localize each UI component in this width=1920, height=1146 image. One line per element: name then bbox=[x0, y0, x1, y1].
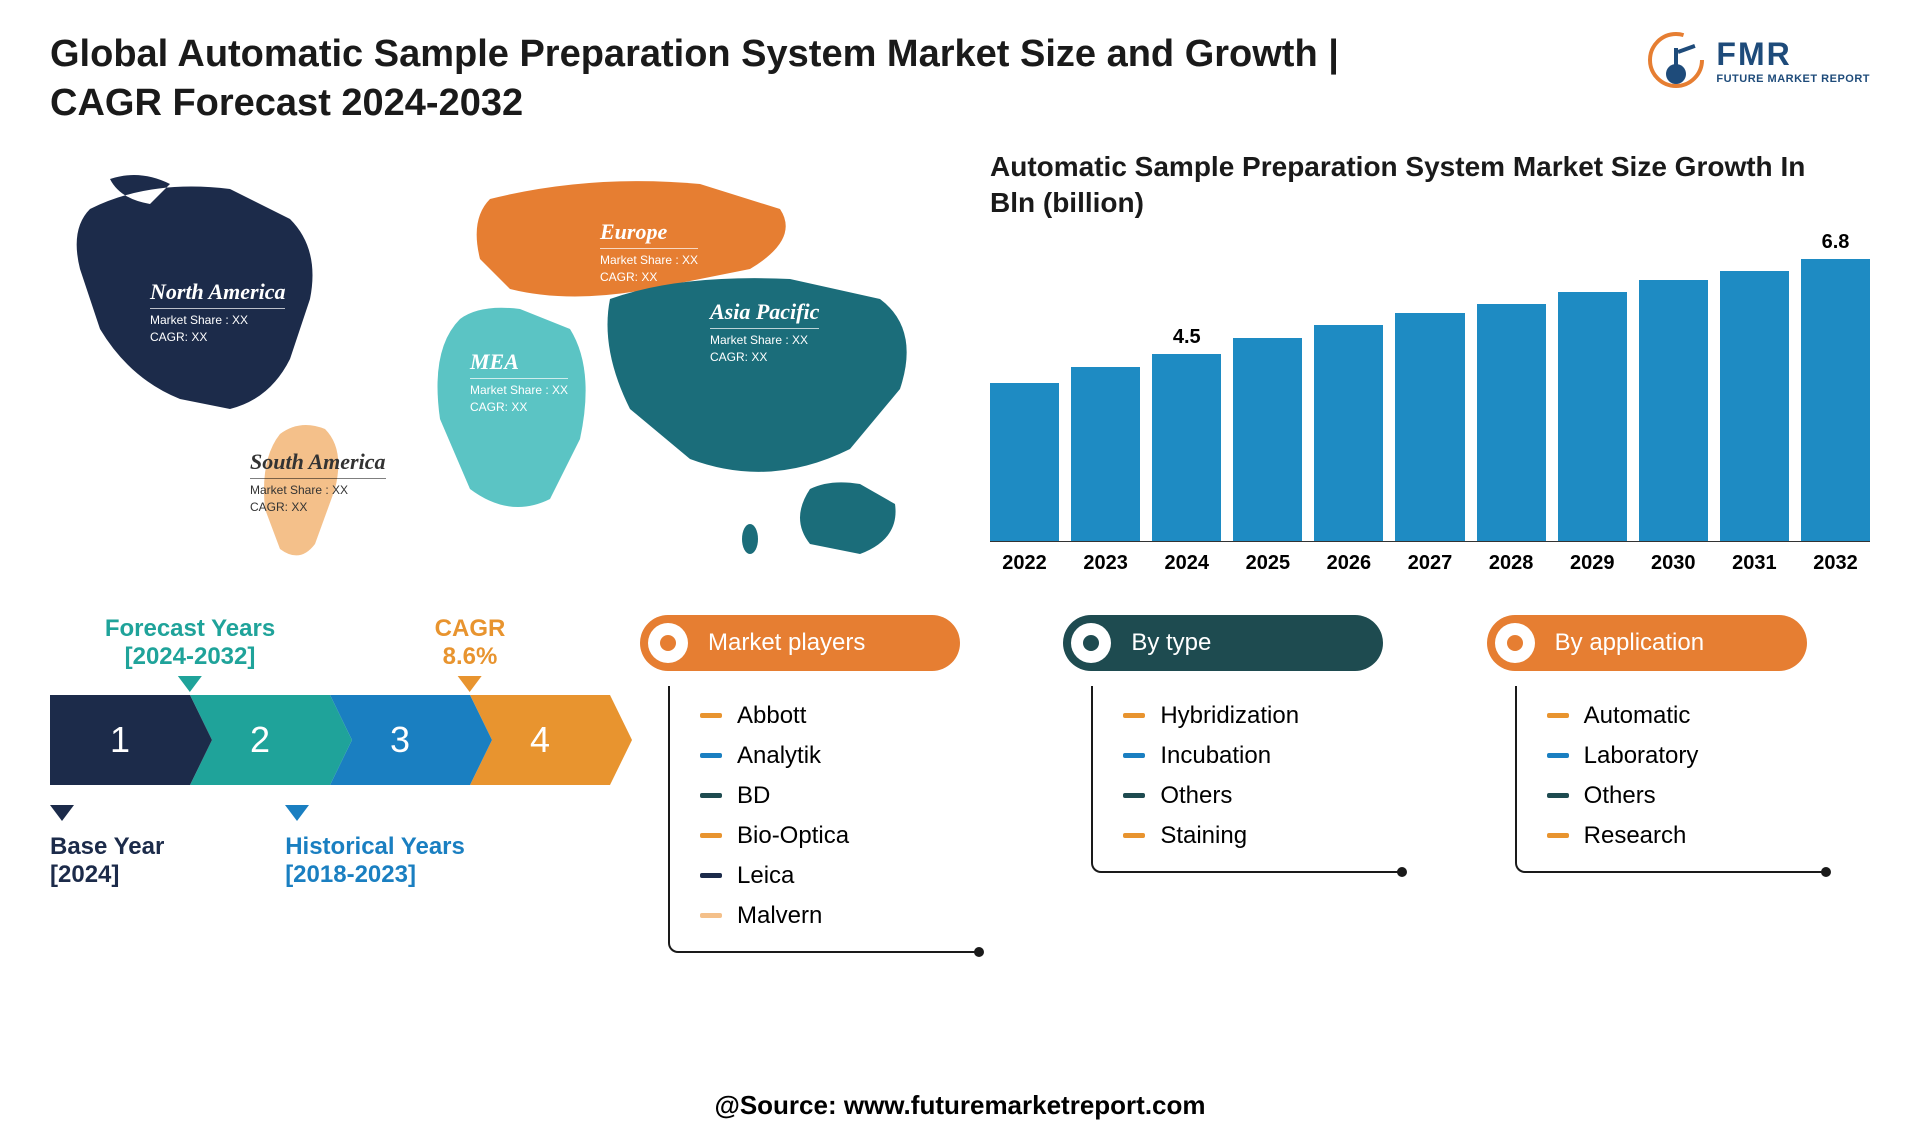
year-label: 2032 bbox=[1801, 552, 1870, 575]
year-label: 2028 bbox=[1477, 552, 1546, 575]
bar-2028 bbox=[1477, 304, 1546, 540]
bar-2030 bbox=[1639, 280, 1708, 541]
segment-item: Malvern bbox=[700, 896, 978, 936]
segment-item: Automatic bbox=[1547, 696, 1825, 736]
bar-2022 bbox=[990, 383, 1059, 540]
timeline-top-label: CAGR8.6% bbox=[435, 615, 506, 692]
pill-dot-icon bbox=[1071, 623, 1111, 663]
segment-pill: By type bbox=[1063, 615, 1383, 671]
bar-2023 bbox=[1071, 367, 1140, 541]
segment-item: Others bbox=[1547, 776, 1825, 816]
year-label: 2030 bbox=[1639, 552, 1708, 575]
bottom-section: Forecast Years[2024-2032] CAGR8.6% 1234 B… bbox=[50, 615, 1870, 953]
logo-subtext: FUTURE MARKET REPORT bbox=[1716, 73, 1870, 85]
timeline-bottom-label: Base Year[2024] bbox=[50, 800, 164, 889]
segment-list: HybridizationIncubationOthersStaining bbox=[1091, 686, 1401, 873]
timeline: Forecast Years[2024-2032]CAGR8.6% 1234 B… bbox=[50, 615, 610, 785]
logo-text: FMR bbox=[1716, 36, 1870, 73]
header: Global Automatic Sample Preparation Syst… bbox=[50, 30, 1870, 129]
segment-list: AbbottAnalytikBDBio-OpticaLeicaMalvern bbox=[668, 686, 978, 953]
year-label: 2027 bbox=[1395, 552, 1464, 575]
region-label-mea: MEAMarket Share : XXCAGR: XX bbox=[470, 349, 568, 416]
segment-pill: By application bbox=[1487, 615, 1807, 671]
segment-item: Analytik bbox=[700, 736, 978, 776]
bar-2029 bbox=[1558, 292, 1627, 541]
bar-2024: 4.5 bbox=[1152, 354, 1221, 540]
segment-item: Leica bbox=[700, 856, 978, 896]
pill-dot-icon bbox=[1495, 623, 1535, 663]
top-section: North AmericaMarket Share : XXCAGR: XX So… bbox=[50, 149, 1870, 575]
chart-bars: 4.5 6.8 bbox=[990, 242, 1870, 542]
region-label-north-america: North AmericaMarket Share : XXCAGR: XX bbox=[150, 279, 285, 346]
region-label-europe: EuropeMarket Share : XXCAGR: XX bbox=[600, 219, 698, 286]
year-label: 2029 bbox=[1558, 552, 1627, 575]
pill-dot-icon bbox=[648, 623, 688, 663]
segment-item: Abbott bbox=[700, 696, 978, 736]
segment-by-application: By application AutomaticLaboratoryOthers… bbox=[1487, 615, 1870, 953]
segment-pill: Market players bbox=[640, 615, 960, 671]
segment-item: BD bbox=[700, 776, 978, 816]
bar-2027 bbox=[1395, 313, 1464, 541]
source-attribution: @Source: www.futuremarketreport.com bbox=[714, 1090, 1205, 1121]
segment-item: Others bbox=[1123, 776, 1401, 816]
world-map: North AmericaMarket Share : XXCAGR: XX So… bbox=[50, 149, 950, 569]
segment-by-type: By type HybridizationIncubationOthersSta… bbox=[1063, 615, 1446, 953]
bar-2032: 6.8 bbox=[1801, 259, 1870, 541]
page-title: Global Automatic Sample Preparation Syst… bbox=[50, 30, 1450, 129]
year-label: 2025 bbox=[1233, 552, 1302, 575]
timeline-bottom-label: Historical Years[2018-2023] bbox=[285, 800, 465, 889]
fmr-logo-icon bbox=[1646, 30, 1706, 90]
bar-2026 bbox=[1314, 325, 1383, 540]
chart-x-axis: 2022 2023 2024 2025 2026 2027 2028 2029 2030 2031… bbox=[990, 552, 1870, 575]
bar-2025 bbox=[1233, 338, 1302, 541]
year-label: 2031 bbox=[1720, 552, 1789, 575]
region-label-south-america: South AmericaMarket Share : XXCAGR: XX bbox=[250, 449, 386, 516]
segment-item: Research bbox=[1547, 816, 1825, 856]
year-label: 2022 bbox=[990, 552, 1059, 575]
region-label-asia-pacific: Asia PacificMarket Share : XXCAGR: XX bbox=[710, 299, 819, 366]
year-label: 2026 bbox=[1314, 552, 1383, 575]
chart-title: Automatic Sample Preparation System Mark… bbox=[990, 149, 1870, 222]
timeline-top-label: Forecast Years[2024-2032] bbox=[105, 615, 275, 692]
segment-item: Staining bbox=[1123, 816, 1401, 856]
year-label: 2023 bbox=[1071, 552, 1140, 575]
bar-2031 bbox=[1720, 271, 1789, 540]
segment-item: Laboratory bbox=[1547, 736, 1825, 776]
logo: FMR FUTURE MARKET REPORT bbox=[1646, 30, 1870, 90]
segment-item: Bio-Optica bbox=[700, 816, 978, 856]
segment-market-players: Market players AbbottAnalytikBDBio-Optic… bbox=[640, 615, 1023, 953]
chevron-row: 1234 bbox=[50, 695, 610, 785]
bar-chart: Automatic Sample Preparation System Mark… bbox=[990, 149, 1870, 575]
chevron-step-1: 1 bbox=[50, 695, 190, 785]
year-label: 2024 bbox=[1152, 552, 1221, 575]
segment-list: AutomaticLaboratoryOthersResearch bbox=[1515, 686, 1825, 873]
segment-item: Hybridization bbox=[1123, 696, 1401, 736]
segment-item: Incubation bbox=[1123, 736, 1401, 776]
